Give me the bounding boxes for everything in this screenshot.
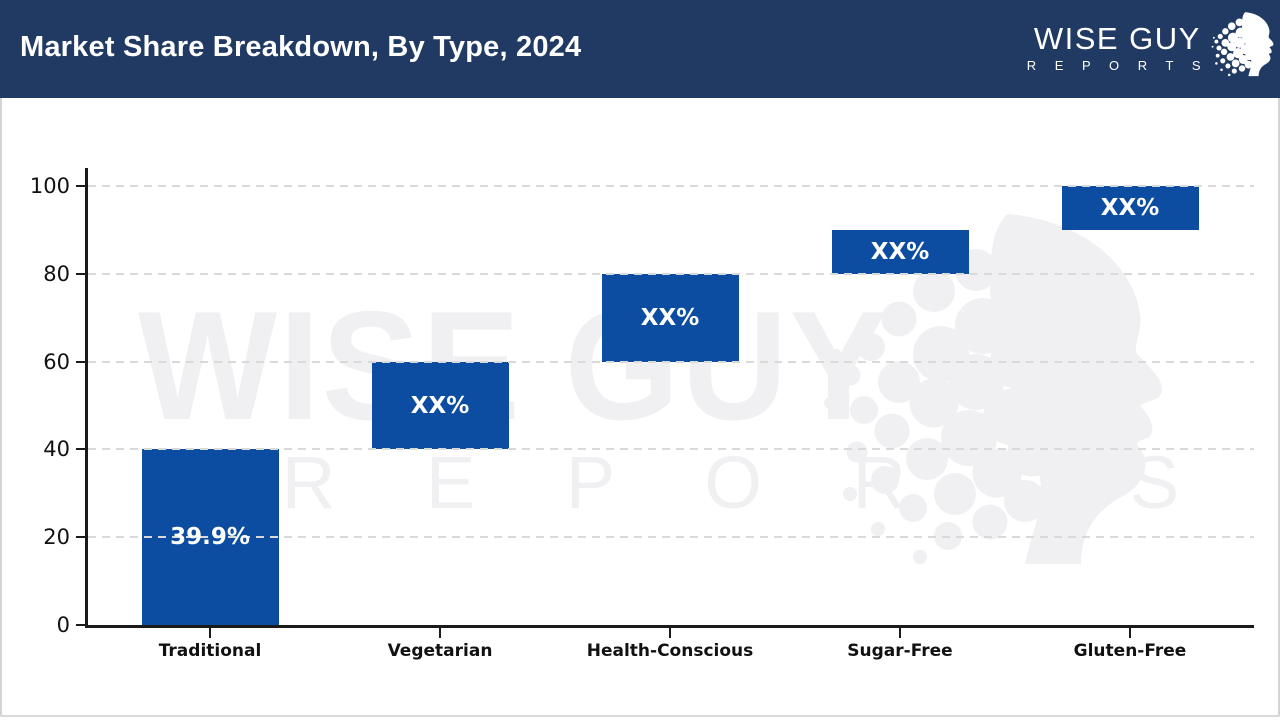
watermark-wordmark: WISE GUY: [138, 279, 890, 452]
y-axis-tick: [76, 536, 85, 539]
bar-value-label: 39.9%: [170, 524, 250, 551]
x-axis-tick: [209, 628, 211, 638]
y-axis-tick-label: 40: [43, 437, 70, 462]
y-axis-tick-label: 100: [29, 174, 70, 198]
logo-text: WISE GUY R E P O R T S: [1027, 23, 1208, 73]
x-axis-tick: [439, 628, 441, 638]
screen-edge-border: [0, 98, 2, 716]
y-axis-tick: [76, 624, 85, 626]
y-axis-tick: [76, 272, 85, 275]
bar-value-label: XX%: [870, 238, 930, 265]
y-axis-tick: [76, 185, 85, 187]
y-axis-tick-label: 60: [43, 349, 70, 374]
y-axis-tick-label: 20: [43, 525, 70, 550]
logo-name: WISE GUY: [1033, 21, 1201, 57]
bar-health-conscious: [601, 273, 739, 362]
watermark-head-icon: [823, 214, 1163, 564]
x-axis-tick: [1129, 628, 1131, 638]
gridline: [88, 360, 1254, 363]
bar-sugar-free: [831, 229, 969, 274]
gridline: [88, 185, 1254, 187]
screen-edge-border: [0, 715, 1280, 717]
logo-head-icon: [1211, 12, 1274, 77]
y-axis-tick-label: 80: [43, 261, 70, 286]
gridline: [88, 448, 1254, 451]
gridline: [88, 272, 1254, 275]
y-axis-tick: [76, 360, 85, 363]
bar-value-label: XX%: [640, 304, 700, 331]
bar-value-label: XX%: [1100, 194, 1160, 221]
x-axis-tick: [669, 628, 671, 638]
logo-tagline: R E P O R T S: [1026, 57, 1208, 73]
chart-title: Market Share Breakdown, By Type, 2024: [20, 31, 582, 63]
x-axis-category-label: Gluten-Free: [1073, 641, 1187, 661]
x-axis-tick: [899, 628, 901, 638]
x-axis-line: [85, 625, 1254, 628]
bar-value-label: XX%: [410, 392, 470, 419]
y-axis-tick-label: 0: [56, 613, 70, 637]
bar-gluten-free: [1061, 186, 1199, 230]
screen-edge-border: [1278, 98, 1280, 716]
y-axis-tick: [76, 448, 85, 451]
header-bar: Market Share Breakdown, By Type, 2024 WI…: [0, 0, 1280, 98]
x-axis-category-label: Sugar-Free: [847, 641, 953, 661]
logo: WISE GUY R E P O R T S: [1027, 8, 1274, 88]
x-axis-category-label: Health-Conscious: [586, 641, 754, 661]
x-axis-category-label: Traditional: [158, 641, 262, 661]
bar-vegetarian: [371, 361, 509, 450]
y-axis-line: [85, 168, 88, 628]
gridline: [88, 536, 1254, 539]
x-axis-category-label: Vegetarian: [387, 641, 493, 661]
